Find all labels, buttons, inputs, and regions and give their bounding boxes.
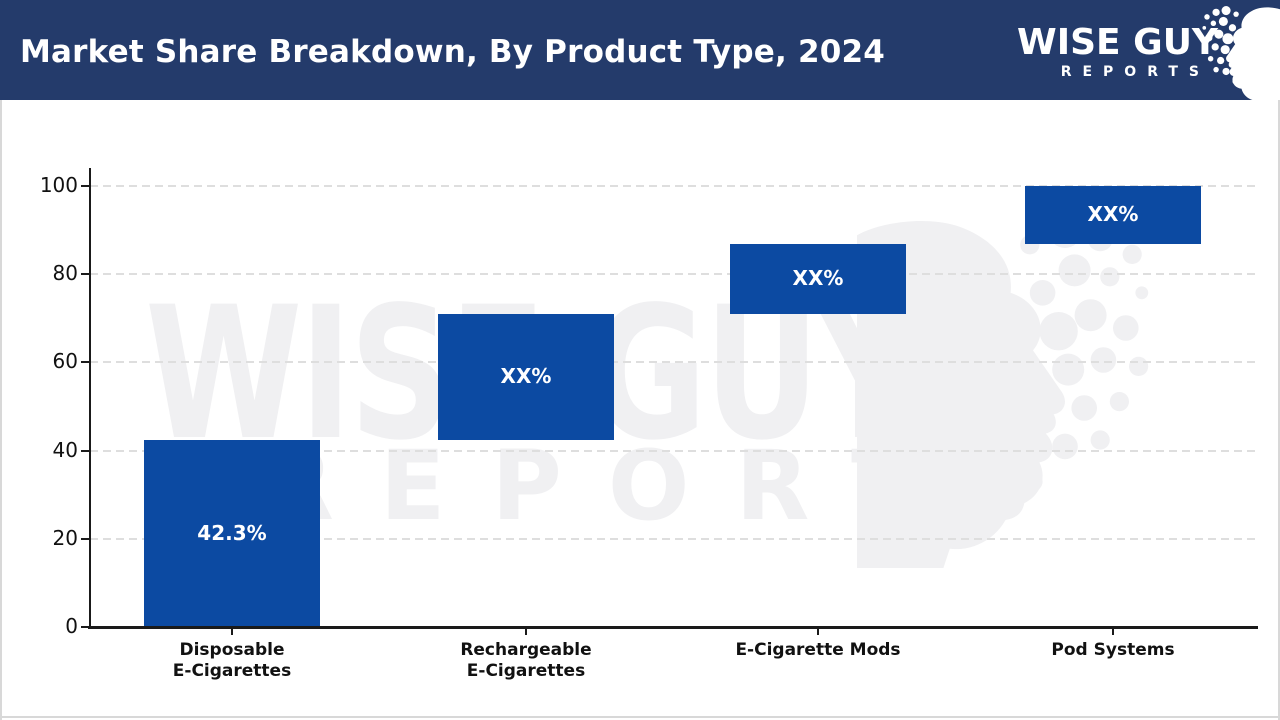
gridline — [90, 273, 1256, 276]
x-axis-tick — [1112, 628, 1114, 635]
y-axis-tick-label: 20 — [52, 525, 78, 550]
bar — [730, 244, 906, 314]
x-axis-tick — [231, 628, 233, 635]
gridline — [90, 449, 1256, 452]
x-axis-category-label: Disposable E-Cigarettes — [172, 640, 292, 681]
y-axis-tick — [81, 449, 90, 452]
x-axis-category-label: Pod Systems — [1051, 640, 1175, 660]
bar-value-label: XX% — [1087, 202, 1139, 227]
brand-logo-subtext: REPORTS — [1060, 64, 1210, 80]
chart-area: WISE GUY REPORTS 0 20 40 60 80 100 42.3% Dispos… — [0, 100, 1280, 720]
y-axis-tick-label: 80 — [52, 261, 78, 286]
y-axis-tick-label: 0 — [65, 614, 78, 638]
y-axis-tick-label: 60 — [52, 349, 78, 374]
x-axis-category-label: Rechargeable E-Cigarettes — [460, 640, 592, 681]
bar — [144, 440, 320, 627]
bar-value-label: 42.3% — [197, 520, 267, 545]
brand-logo: WISE GUY REPORTS — [1017, 0, 1280, 106]
y-axis-tick-label: 40 — [52, 437, 78, 462]
page-title: Market Share Breakdown, By Product Type,… — [20, 34, 886, 70]
gridline — [90, 537, 1256, 540]
bottom-border — [2, 716, 1280, 718]
bar — [1025, 186, 1201, 245]
bar-value-label: XX% — [792, 266, 844, 291]
gridline — [90, 185, 1256, 187]
x-axis-tick — [525, 628, 527, 635]
header-bar: Market Share Breakdown, By Product Type,… — [0, 0, 1280, 106]
brand-logo-wordmark: WISE GUY — [1016, 22, 1218, 63]
y-axis-tick — [81, 185, 90, 187]
x-axis-tick — [817, 628, 819, 635]
y-axis-tick — [81, 626, 90, 628]
bar — [438, 313, 614, 441]
y-axis-tick — [81, 361, 90, 364]
y-axis-tick — [81, 537, 90, 540]
bar-value-label: XX% — [500, 364, 552, 389]
gridline — [90, 361, 1256, 364]
x-axis-category-label: E-Cigarette Mods — [735, 640, 901, 660]
y-axis-line — [89, 168, 91, 629]
y-axis-tick — [81, 273, 90, 276]
brand-head-icon — [1202, 6, 1280, 106]
y-axis-tick-label: 100 — [39, 173, 78, 197]
x-axis-line — [88, 626, 1258, 629]
